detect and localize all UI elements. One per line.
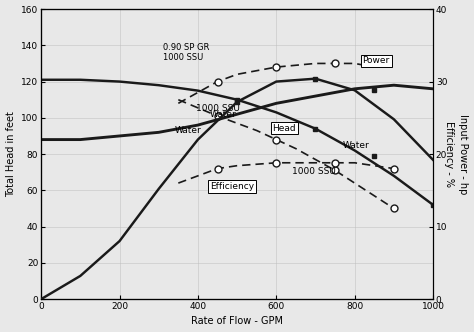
Text: Head: Head (273, 124, 296, 132)
Text: 1000 SSU: 1000 SSU (196, 104, 240, 113)
Y-axis label: Total Head in feet: Total Head in feet (6, 111, 16, 197)
X-axis label: Rate of Flow - GPM: Rate of Flow - GPM (191, 316, 283, 326)
Text: Power: Power (363, 56, 390, 65)
Text: Water: Water (210, 110, 237, 119)
Text: 0.90 SP GR
1000 SSU: 0.90 SP GR 1000 SSU (163, 43, 209, 62)
Y-axis label: Efficiency - %: Efficiency - % (444, 121, 454, 187)
Text: Efficiency: Efficiency (210, 182, 254, 191)
Text: 1000 SSU: 1000 SSU (292, 167, 336, 176)
Text: Water: Water (343, 140, 370, 149)
Y-axis label: Input Power - hp: Input Power - hp (458, 114, 468, 194)
Text: Water: Water (174, 126, 201, 135)
